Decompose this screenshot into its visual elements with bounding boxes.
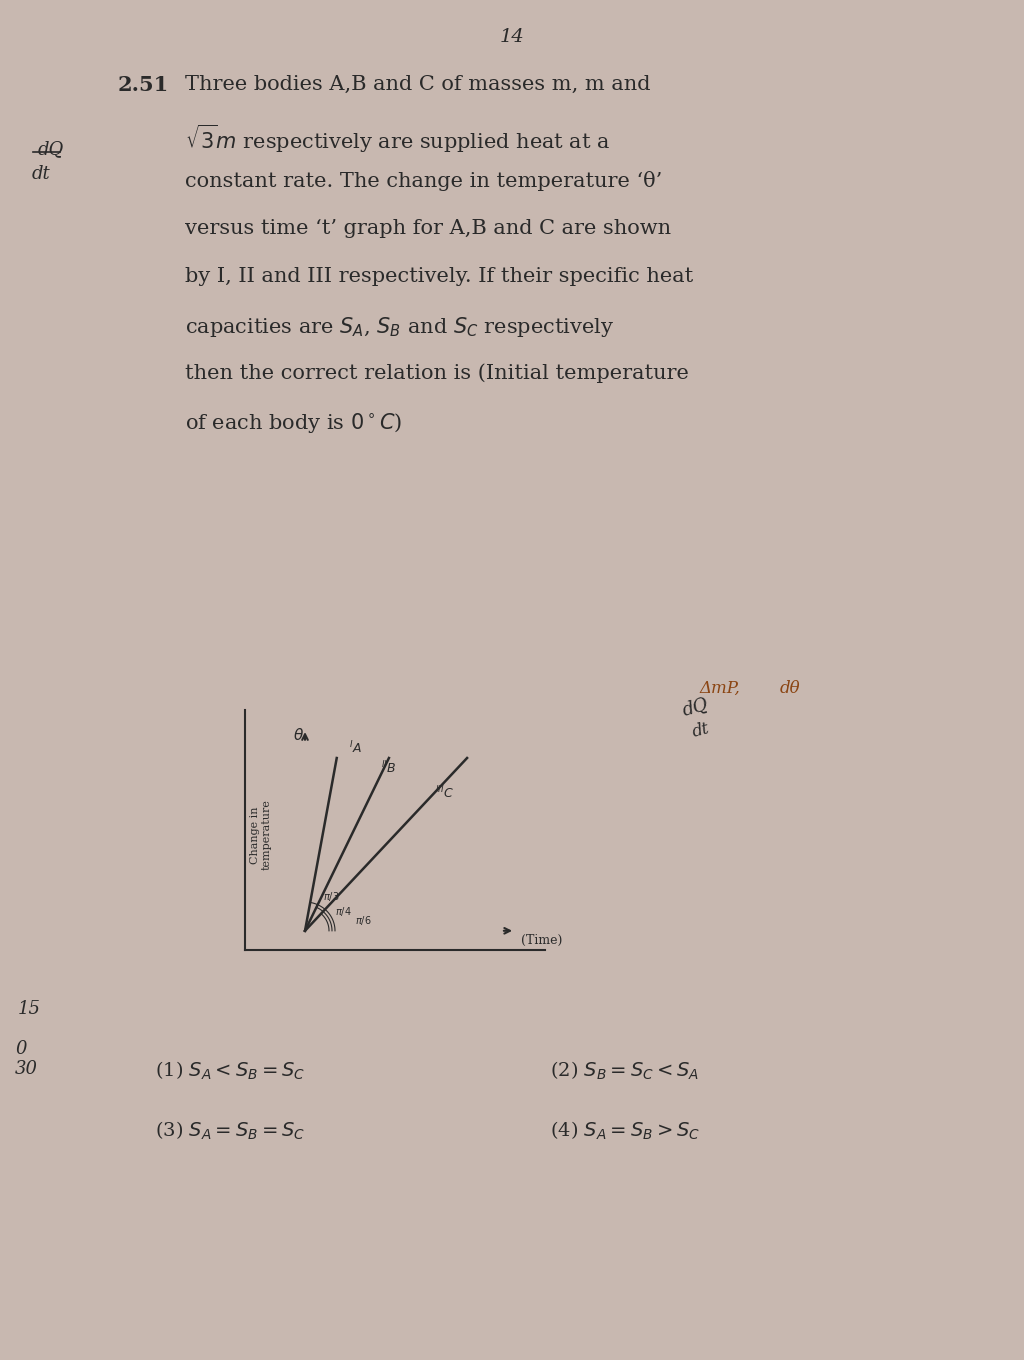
Text: 15: 15 (18, 1000, 41, 1019)
Text: $^{I}A$: $^{I}A$ (349, 740, 361, 756)
Text: dt: dt (32, 165, 51, 184)
Text: by I, II and III respectively. If their specific heat: by I, II and III respectively. If their … (185, 267, 693, 286)
Text: $^{II}B$: $^{II}B$ (381, 759, 396, 777)
Text: $^{III}C$: $^{III}C$ (435, 785, 454, 801)
Text: dt: dt (690, 719, 711, 741)
Text: ΔmP,: ΔmP, (700, 680, 740, 696)
Text: of each body is $0^\circ C$): of each body is $0^\circ C$) (185, 411, 402, 435)
Text: Change in
temperature: Change in temperature (250, 800, 271, 870)
Text: dθ: dθ (780, 680, 801, 696)
Text: $\theta$: $\theta$ (294, 728, 304, 743)
Text: (3) $S_A = S_B = S_C$: (3) $S_A = S_B = S_C$ (155, 1121, 305, 1142)
Text: 2.51: 2.51 (118, 75, 169, 95)
Text: (1) $S_A < S_B = S_C$: (1) $S_A < S_B = S_C$ (155, 1059, 305, 1083)
Text: $\pi/6$: $\pi/6$ (355, 914, 372, 926)
Text: $\pi/3$: $\pi/3$ (323, 889, 340, 903)
Text: versus time ‘t’ graph for A,B and C are shown: versus time ‘t’ graph for A,B and C are … (185, 219, 671, 238)
Text: (Time): (Time) (521, 934, 562, 947)
Text: 0: 0 (15, 1040, 27, 1058)
Text: dQ: dQ (680, 695, 710, 719)
Text: Three bodies A,B and C of masses m, m and: Three bodies A,B and C of masses m, m an… (185, 75, 650, 94)
Text: constant rate. The change in temperature ‘θ’: constant rate. The change in temperature… (185, 171, 663, 190)
Text: 30: 30 (15, 1059, 38, 1078)
Text: 14: 14 (500, 29, 524, 46)
Text: (4) $S_A = S_B > S_C$: (4) $S_A = S_B > S_C$ (550, 1121, 700, 1142)
Text: $\sqrt{3}m$ respectively are supplied heat at a: $\sqrt{3}m$ respectively are supplied he… (185, 122, 610, 155)
Text: dQ: dQ (38, 140, 65, 158)
Text: capacities are $S_A$, $S_B$ and $S_C$ respectively: capacities are $S_A$, $S_B$ and $S_C$ re… (185, 316, 614, 339)
Text: (2) $S_B = S_C < S_A$: (2) $S_B = S_C < S_A$ (550, 1059, 699, 1083)
Text: then the correct relation is (Initial temperature: then the correct relation is (Initial te… (185, 363, 689, 382)
Text: $\pi/4$: $\pi/4$ (335, 906, 351, 918)
